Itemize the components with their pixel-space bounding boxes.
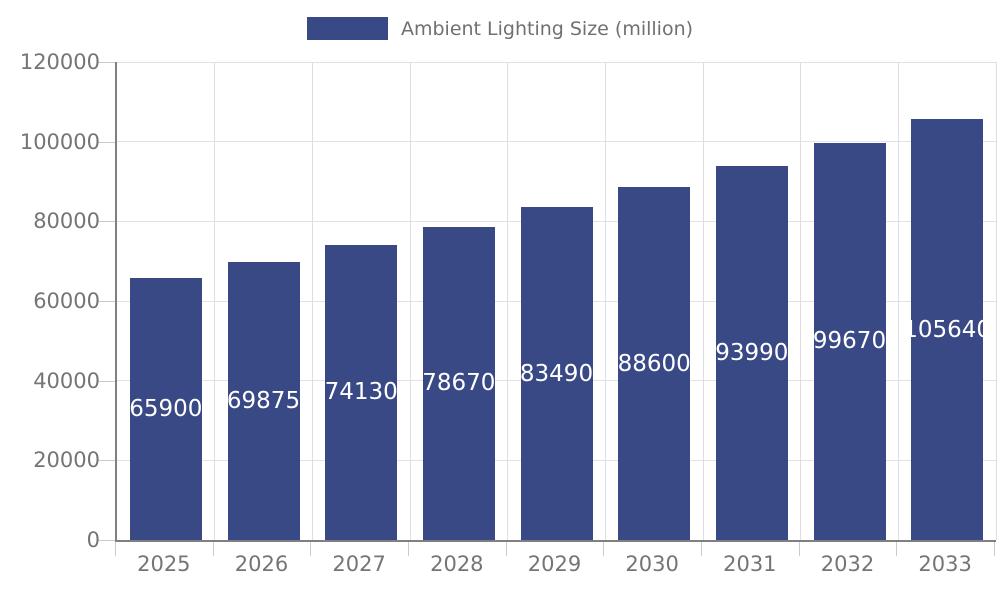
bar-2025: [129, 277, 202, 540]
x-tick: [603, 542, 605, 556]
x-axis-tick-label: 2026: [234, 552, 289, 576]
x-axis-tick-label: 2029: [527, 552, 582, 576]
y-axis-tick-label: 40000: [33, 368, 100, 393]
y-tick: [97, 301, 115, 302]
x-gridline: [507, 62, 509, 540]
bar-2030: [618, 187, 691, 540]
legend-label: Ambient Lighting Size (million): [400, 17, 694, 40]
x-gridline: [409, 62, 411, 540]
y-axis-tick-label: 60000: [33, 289, 100, 313]
y-gridline: [117, 61, 996, 63]
y-tick: [97, 460, 115, 462]
x-tick: [994, 542, 995, 556]
x-gridline: [311, 62, 313, 540]
y-tick: [97, 141, 115, 143]
bar-value-label: 93990: [715, 339, 789, 366]
x-axis-tick-label: 2032: [820, 552, 875, 576]
y-axis-tick-label: 80000: [33, 209, 100, 234]
x-tick: [701, 542, 702, 556]
legend-swatch: [306, 17, 388, 40]
y-tick: [97, 540, 115, 541]
x-axis-tick-label: 2031: [723, 552, 777, 576]
x-axis-tick-label: 2030: [625, 552, 679, 576]
y-gridline: [117, 141, 996, 143]
y-tick: [97, 380, 115, 382]
x-tick: [212, 542, 214, 556]
x-tick: [115, 542, 116, 556]
x-tick: [505, 542, 507, 556]
y-axis-tick-label: 20000: [33, 448, 100, 473]
bar-2028: [422, 226, 495, 540]
y-tick: [97, 62, 115, 63]
bar-value-label: 78670: [422, 370, 496, 397]
bar-2033: [911, 119, 984, 540]
y-axis-tick-label: 0: [86, 528, 100, 552]
bar-2031: [715, 165, 788, 540]
x-tick: [798, 542, 800, 556]
x-axis-tick-label: 2028: [430, 552, 484, 576]
x-gridline: [897, 62, 899, 540]
bar-value-label: 105640: [903, 316, 992, 343]
x-axis-tick-label: 2027: [332, 552, 386, 576]
x-tick: [896, 542, 898, 556]
x-gridline: [702, 62, 704, 540]
plot-area: 65900 69875 74130 78670 83490 88600 93990 99670…: [115, 61, 997, 542]
bar-value-label: 69875: [226, 387, 301, 414]
x-axis-tick-label: 2025: [137, 552, 191, 576]
bar-value-label: 88600: [617, 350, 691, 377]
x-gridline: [604, 62, 606, 540]
bar-value-label: 74130: [324, 379, 398, 406]
x-gridline: [995, 62, 997, 540]
y-axis-tick-label: 120000: [19, 50, 100, 74]
bar-value-label: 65900: [129, 395, 203, 422]
x-gridline: [214, 62, 216, 540]
y-axis-tick-label: 100000: [19, 129, 100, 154]
bar-2029: [520, 207, 593, 540]
bar-2026: [227, 261, 300, 540]
x-tick: [310, 542, 312, 556]
bar-value-label: 99670: [812, 328, 887, 355]
bar-2027: [325, 244, 398, 540]
legend: Ambient Lighting Size (million): [0, 17, 1000, 40]
x-tick: [408, 542, 409, 556]
bar-value-label: 83490: [519, 360, 594, 387]
y-tick: [97, 221, 115, 223]
x-gridline: [800, 62, 802, 540]
bar-2032: [813, 142, 886, 540]
x-axis-tick-label: 2033: [918, 552, 972, 576]
